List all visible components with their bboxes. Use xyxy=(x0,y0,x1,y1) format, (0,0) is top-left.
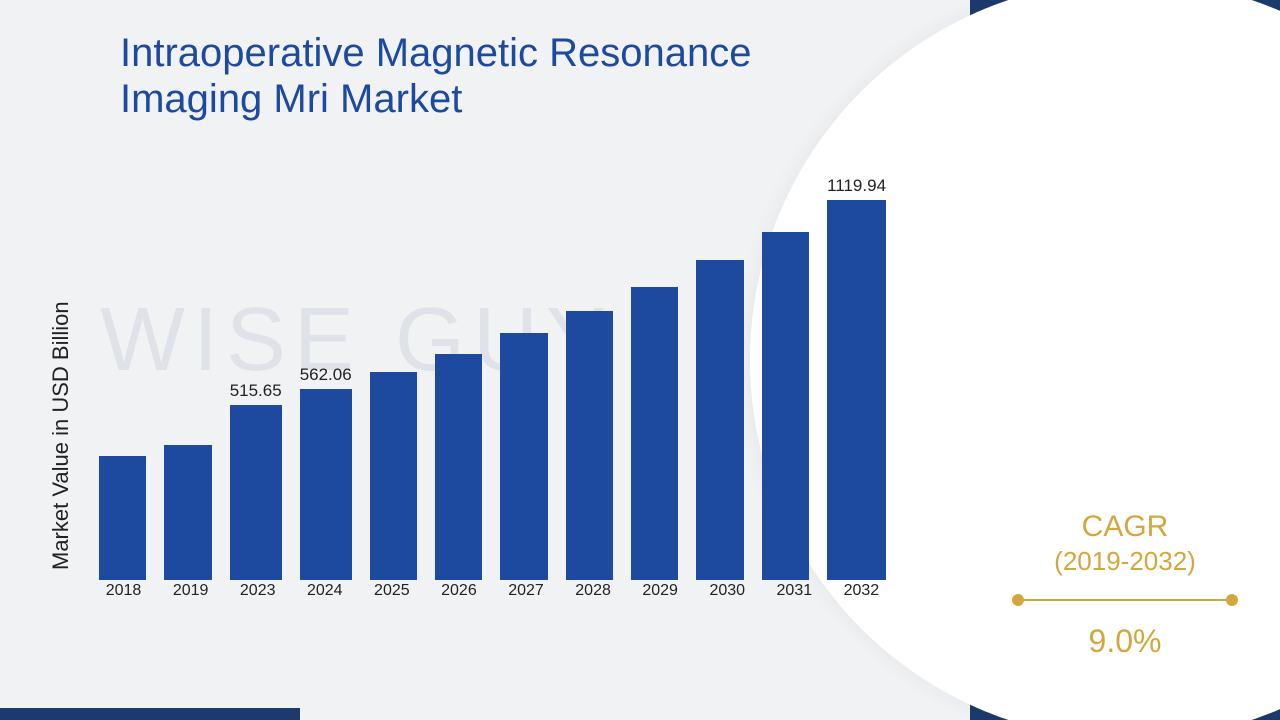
brand-line2: REPORTS xyxy=(1018,97,1246,114)
bar-2018 xyxy=(99,432,146,580)
x-tick-label: 2028 xyxy=(569,582,618,600)
bar-value-label: 1119.94 xyxy=(827,176,886,196)
y-axis-label: Market Value in USD Billion xyxy=(48,301,74,570)
bar-rect xyxy=(99,456,146,580)
bar-value-label: 515.65 xyxy=(230,381,282,401)
infographic-canvas: WISE GUY REPORTS WISE GUY Intraoperative… xyxy=(0,0,1280,720)
x-tick-label: 2025 xyxy=(367,582,416,600)
bar-chart: 515.65562.061119.94 20182019202320242025… xyxy=(95,180,890,600)
x-tick-label: 2026 xyxy=(434,582,483,600)
bar-rect xyxy=(696,260,743,580)
bar-rect xyxy=(566,311,613,580)
bar-2029 xyxy=(631,263,678,580)
brand-logo: WISE GUY REPORTS xyxy=(1018,30,1246,114)
bar-rect xyxy=(370,372,417,580)
bar-2031 xyxy=(762,208,809,580)
x-tick-label: 2029 xyxy=(636,582,685,600)
bar-rect xyxy=(164,445,211,580)
bar-2023: 515.65 xyxy=(230,381,282,580)
chart-title: Intraoperative Magnetic Resonance Imagin… xyxy=(120,30,880,122)
cagr-divider xyxy=(1018,599,1232,601)
x-tick-label: 2027 xyxy=(501,582,550,600)
bar-value-label: 562.06 xyxy=(300,365,352,385)
x-tick-label: 2024 xyxy=(300,582,349,600)
bar-2024: 562.06 xyxy=(300,365,352,580)
bar-2030 xyxy=(696,236,743,580)
bar-rect xyxy=(762,232,809,580)
x-axis: 2018 2019 2023 2024 2025 2026 2027 2028 2029 2030… xyxy=(95,582,890,600)
bars-container: 515.65562.061119.94 xyxy=(95,180,890,580)
x-tick-label: 2031 xyxy=(770,582,819,600)
x-tick-label: 2030 xyxy=(703,582,752,600)
bar-rect xyxy=(435,354,482,580)
bar-rect xyxy=(230,405,282,580)
bar-2026 xyxy=(435,330,482,580)
bar-rect xyxy=(500,333,547,580)
cagr-block: CAGR (2019-2032) 9.0% xyxy=(1000,510,1250,660)
x-tick-label: 2018 xyxy=(99,582,148,600)
brand-head-icon xyxy=(1190,30,1246,94)
bar-2019 xyxy=(164,421,211,580)
bar-rect xyxy=(631,287,678,580)
bar-rect xyxy=(300,389,352,580)
bar-2025 xyxy=(370,348,417,580)
bar-2032: 1119.94 xyxy=(827,176,886,580)
x-tick-label: 2023 xyxy=(233,582,282,600)
bar-2028 xyxy=(566,287,613,580)
cagr-title: CAGR xyxy=(1000,510,1250,544)
bar-rect xyxy=(827,200,886,580)
cagr-period: (2019-2032) xyxy=(1000,546,1250,577)
footer-accent-bar xyxy=(0,708,300,720)
x-tick-label: 2019 xyxy=(166,582,215,600)
x-tick-label: 2032 xyxy=(837,582,886,600)
brand-line1: WISE GUY xyxy=(1018,40,1184,73)
bar-2027 xyxy=(500,309,547,580)
cagr-value: 9.0% xyxy=(1000,623,1250,660)
